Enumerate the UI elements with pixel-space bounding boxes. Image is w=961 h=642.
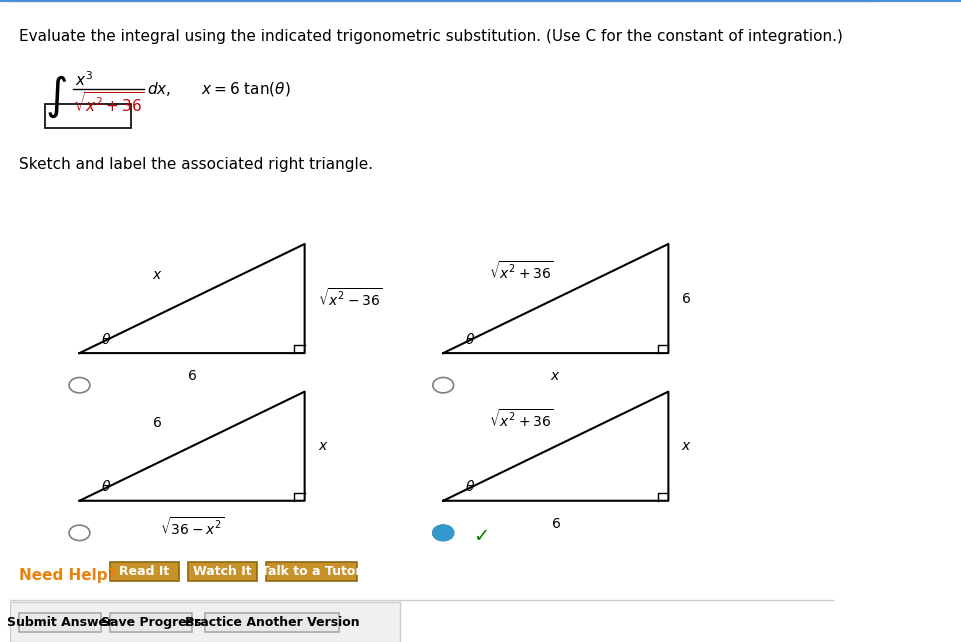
FancyBboxPatch shape <box>265 562 357 581</box>
Circle shape <box>432 525 454 541</box>
Text: $dx,$: $dx,$ <box>147 80 171 98</box>
Text: $\theta$: $\theta$ <box>101 332 111 347</box>
Text: Submit Answer: Submit Answer <box>7 616 113 629</box>
Text: Need Help?: Need Help? <box>19 568 116 583</box>
Text: $x$: $x$ <box>550 369 560 383</box>
Text: $6$: $6$ <box>152 416 162 430</box>
Text: Read It: Read It <box>119 565 169 578</box>
Text: Evaluate the integral using the indicated trigonometric substitution. (Use C for: Evaluate the integral using the indicate… <box>19 29 842 44</box>
FancyBboxPatch shape <box>11 602 400 642</box>
FancyBboxPatch shape <box>45 104 132 128</box>
Text: $\theta$: $\theta$ <box>101 480 111 494</box>
Text: $x$: $x$ <box>152 268 162 282</box>
Text: Save Progress: Save Progress <box>101 616 201 629</box>
Text: Practice Another Version: Practice Another Version <box>185 616 359 629</box>
FancyBboxPatch shape <box>187 562 257 581</box>
Text: Talk to a Tutor: Talk to a Tutor <box>260 565 361 578</box>
Text: ✓: ✓ <box>473 526 489 546</box>
Text: $6$: $6$ <box>680 291 691 306</box>
Text: Sketch and label the associated right triangle.: Sketch and label the associated right tr… <box>19 157 373 172</box>
Text: $x = 6\ \tan(\theta)$: $x = 6\ \tan(\theta)$ <box>201 80 290 98</box>
FancyBboxPatch shape <box>110 562 179 581</box>
Text: $\int$: $\int$ <box>45 74 67 120</box>
Text: Watch It: Watch It <box>193 565 252 578</box>
Text: $6$: $6$ <box>186 369 197 383</box>
Text: $\theta$: $\theta$ <box>464 332 475 347</box>
Text: $\sqrt{x^2+36}$: $\sqrt{x^2+36}$ <box>488 409 553 430</box>
Circle shape <box>432 525 454 541</box>
FancyBboxPatch shape <box>110 613 192 632</box>
Text: $\sqrt{x^2 + 36}$: $\sqrt{x^2 + 36}$ <box>73 91 145 115</box>
FancyBboxPatch shape <box>19 613 101 632</box>
Text: $\sqrt{36-x^2}$: $\sqrt{36-x^2}$ <box>160 517 224 538</box>
Text: $\sqrt{x^2+36}$: $\sqrt{x^2+36}$ <box>488 261 553 282</box>
FancyBboxPatch shape <box>205 613 339 632</box>
Text: $6$: $6$ <box>551 517 560 531</box>
Circle shape <box>432 525 454 541</box>
Text: $x^3$: $x^3$ <box>75 71 93 89</box>
Text: $\sqrt{x^2-36}$: $\sqrt{x^2-36}$ <box>317 288 382 309</box>
Text: $x$: $x$ <box>680 439 691 453</box>
Text: $\theta$: $\theta$ <box>464 480 475 494</box>
Text: $x$: $x$ <box>317 439 328 453</box>
